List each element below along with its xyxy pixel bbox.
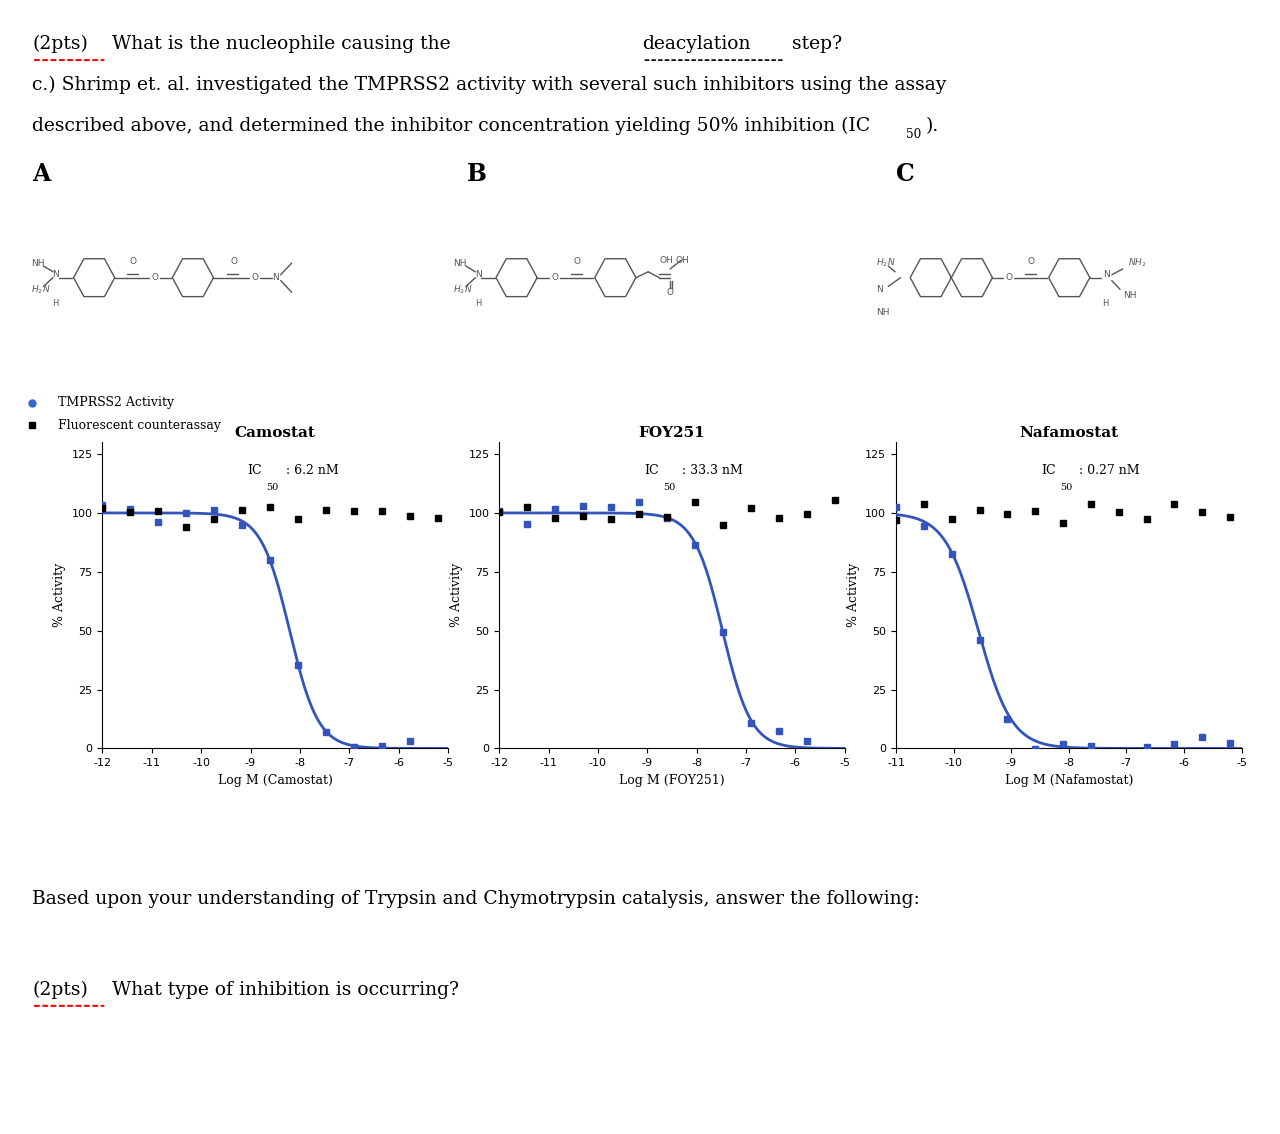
Text: O: O [251,273,259,282]
Text: step?: step? [786,35,842,53]
Text: NH: NH [453,259,467,268]
Y-axis label: % Activity: % Activity [52,564,67,627]
Text: (2pts): (2pts) [32,35,88,53]
Text: 50: 50 [266,482,279,491]
Text: (2pts): (2pts) [32,981,88,999]
Text: H: H [475,299,481,308]
Text: N: N [52,270,59,279]
Text: c.) Shrimp et. al. investigated the TMPRSS2 activity with several such inhibitor: c.) Shrimp et. al. investigated the TMPR… [32,76,946,94]
Text: C: C [896,162,915,186]
Text: Fluorescent counterassay: Fluorescent counterassay [58,418,220,432]
Text: $NH_2$: $NH_2$ [1128,256,1147,270]
Text: $H_2N$: $H_2N$ [876,256,896,270]
Y-axis label: % Activity: % Activity [846,564,860,627]
Text: NH: NH [1123,290,1137,299]
Text: : 33.3 nM: : 33.3 nM [682,464,744,477]
Text: 50: 50 [906,128,922,141]
Text: deacylation: deacylation [643,35,751,53]
Text: O: O [129,257,136,266]
Text: N: N [475,270,481,279]
Title: FOY251: FOY251 [639,425,705,440]
Text: H: H [1102,299,1108,308]
Text: What type of inhibition is occurring?: What type of inhibition is occurring? [106,981,460,999]
Text: N: N [271,273,279,282]
Text: IC: IC [247,464,262,477]
Text: TMPRSS2 Activity: TMPRSS2 Activity [58,396,174,409]
Text: O: O [573,257,580,266]
X-axis label: Log M (FOY251): Log M (FOY251) [620,773,724,787]
Text: O: O [1005,273,1012,282]
Text: N: N [1103,270,1110,279]
Text: A: A [32,162,50,186]
Text: IC: IC [644,464,659,477]
Text: B: B [467,162,488,186]
Text: $H_2N$: $H_2N$ [31,284,51,296]
Text: O: O [1028,257,1034,266]
Text: described above, and determined the inhibitor concentration yielding 50% inhibit: described above, and determined the inhi… [32,117,870,135]
Text: NH: NH [31,259,45,268]
Text: IC: IC [1041,464,1056,477]
Title: Nafamostat: Nafamostat [1019,425,1119,440]
Text: : 0.27 nM: : 0.27 nM [1079,464,1139,477]
Text: What is the nucleophile causing the: What is the nucleophile causing the [106,35,457,53]
Text: NH: NH [876,308,890,318]
Text: O: O [552,273,558,282]
Text: O: O [151,273,157,282]
Text: ).: ). [925,117,938,135]
Text: N: N [876,285,883,294]
Text: : 6.2 nM: : 6.2 nM [285,464,338,477]
Text: O: O [230,257,238,266]
Text: H: H [52,299,59,308]
Text: 50: 50 [1060,482,1073,491]
Text: 50: 50 [663,482,676,491]
Y-axis label: % Activity: % Activity [449,564,463,627]
Text: $H_2N$: $H_2N$ [453,284,474,296]
X-axis label: Log M (Nafamostat): Log M (Nafamostat) [1005,773,1133,787]
Title: Camostat: Camostat [234,425,316,440]
X-axis label: Log M (Camostat): Log M (Camostat) [218,773,333,787]
Text: OH: OH [659,255,673,264]
Text: OH: OH [676,255,690,264]
Text: Based upon your understanding of Trypsin and Chymotrypsin catalysis, answer the : Based upon your understanding of Trypsin… [32,890,920,908]
Text: O: O [667,288,673,297]
